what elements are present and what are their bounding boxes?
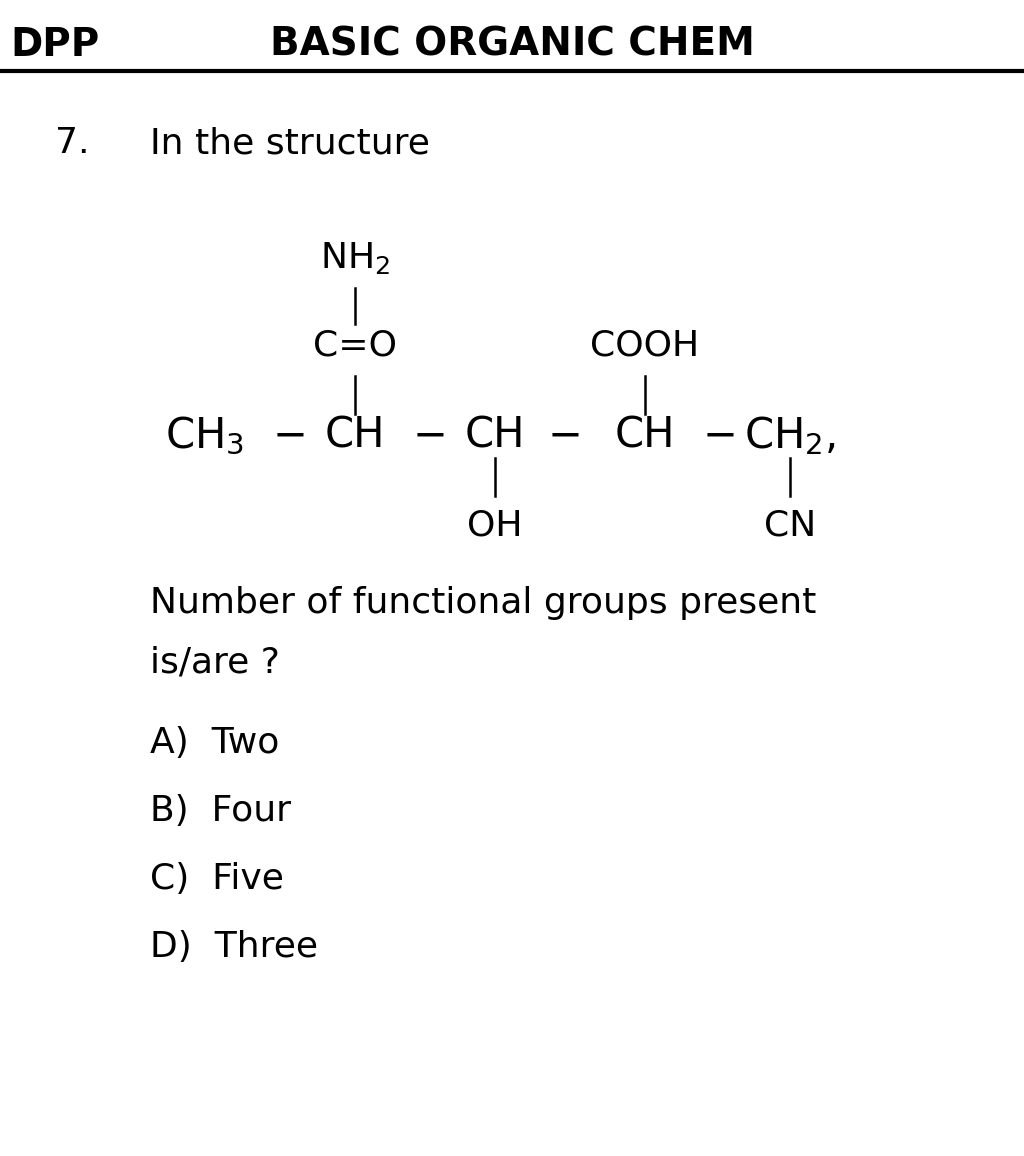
- Text: −: −: [702, 415, 737, 457]
- Text: C=O: C=O: [313, 329, 397, 363]
- Text: −: −: [413, 415, 447, 457]
- Text: CN: CN: [764, 509, 816, 543]
- Text: D)  Three: D) Three: [150, 929, 318, 964]
- Text: −: −: [548, 415, 583, 457]
- Text: Number of functional groups present: Number of functional groups present: [150, 586, 816, 620]
- Text: is/are ?: is/are ?: [150, 646, 280, 680]
- Text: DPP: DPP: [10, 25, 99, 64]
- Text: $\mathregular{CH_2}$,: $\mathregular{CH_2}$,: [744, 415, 836, 458]
- Text: $\mathregular{CH_3}$: $\mathregular{CH_3}$: [166, 415, 245, 457]
- Text: $\mathregular{NH_2}$: $\mathregular{NH_2}$: [319, 240, 390, 276]
- Text: CH: CH: [325, 415, 385, 457]
- Text: A)  Two: A) Two: [150, 726, 280, 759]
- Text: CH: CH: [465, 415, 525, 457]
- Text: −: −: [272, 415, 307, 457]
- Text: C)  Five: C) Five: [150, 862, 284, 896]
- Text: B)  Four: B) Four: [150, 794, 291, 828]
- Text: 7.: 7.: [55, 126, 89, 160]
- Text: CH: CH: [614, 415, 675, 457]
- Text: In the structure: In the structure: [150, 126, 430, 160]
- Text: BASIC ORGANIC CHEM: BASIC ORGANIC CHEM: [269, 25, 755, 64]
- Text: OH: OH: [467, 509, 522, 543]
- Text: COOH: COOH: [591, 329, 699, 363]
